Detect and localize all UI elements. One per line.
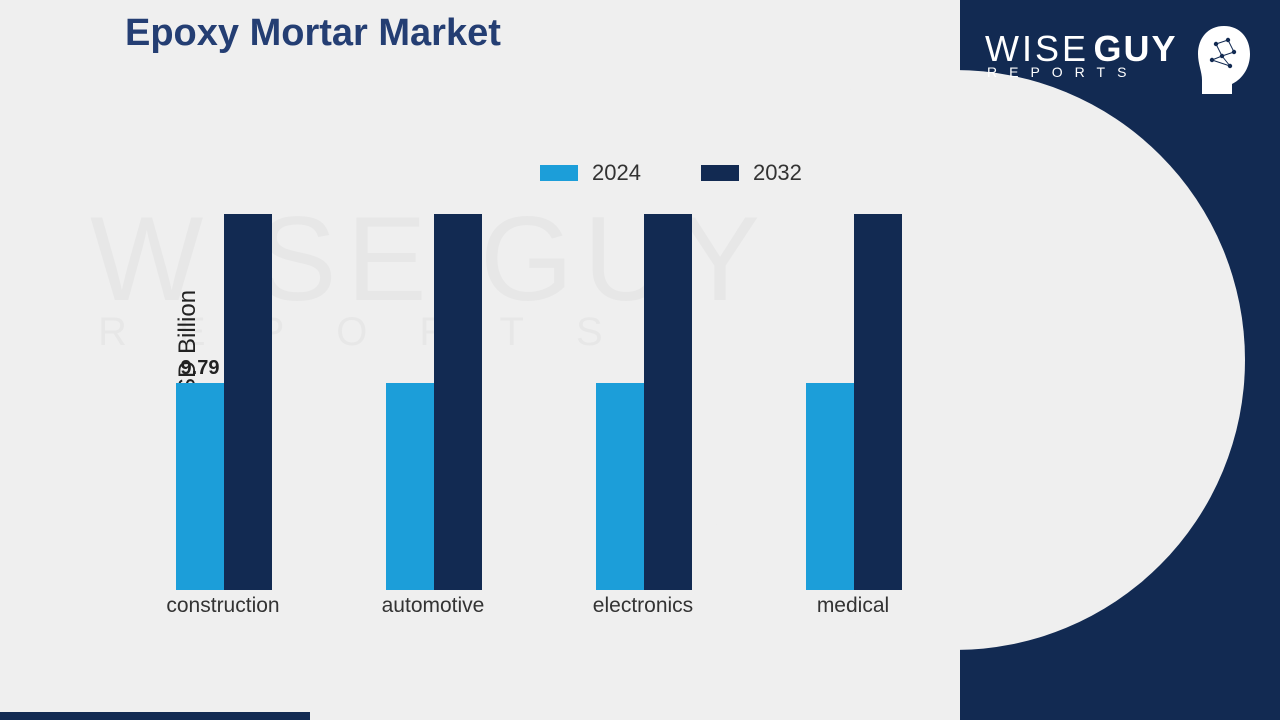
head-icon <box>1194 24 1254 96</box>
chart-area: Market Size in USD Billion 9.79 construc… <box>110 210 960 650</box>
bar-2024 <box>386 383 434 590</box>
bar-value-label: 9.79 <box>176 357 224 380</box>
category-labels: construction automotive electronics medical <box>148 594 948 644</box>
bar-2024 <box>596 383 644 590</box>
legend-item-2032: 2032 <box>701 160 802 186</box>
legend-swatch-2024 <box>540 165 578 181</box>
bar-2032 <box>644 214 692 590</box>
plot-region: 9.79 <box>148 210 948 590</box>
bar-2024 <box>806 383 854 590</box>
logo-word-wise: WISE <box>985 28 1089 69</box>
legend: 2024 2032 <box>540 160 802 186</box>
bar-2032 <box>854 214 902 590</box>
page-root: WISE GUY REPORTS Epoxy Mortar Market WIS… <box>0 0 1280 720</box>
category-label: electronics <box>573 594 713 617</box>
bar-2024: 9.79 <box>176 383 224 590</box>
bar-group: 9.79 <box>158 210 288 590</box>
brand-logo: WISE GUY REPORTS <box>985 28 1250 80</box>
legend-label-2032: 2032 <box>753 160 802 186</box>
bar-2032 <box>224 214 272 590</box>
bar-2032 <box>434 214 482 590</box>
legend-label-2024: 2024 <box>592 160 641 186</box>
legend-item-2024: 2024 <box>540 160 641 186</box>
logo-word-guy: GUY <box>1093 28 1177 69</box>
legend-swatch-2032 <box>701 165 739 181</box>
category-label: automotive <box>363 594 503 617</box>
bottom-accent-bar <box>0 712 310 720</box>
bar-group <box>788 210 918 590</box>
chart-title: Epoxy Mortar Market <box>125 12 501 55</box>
category-label: construction <box>153 594 293 617</box>
category-label: medical <box>783 594 923 617</box>
bar-group <box>578 210 708 590</box>
bar-group <box>368 210 498 590</box>
